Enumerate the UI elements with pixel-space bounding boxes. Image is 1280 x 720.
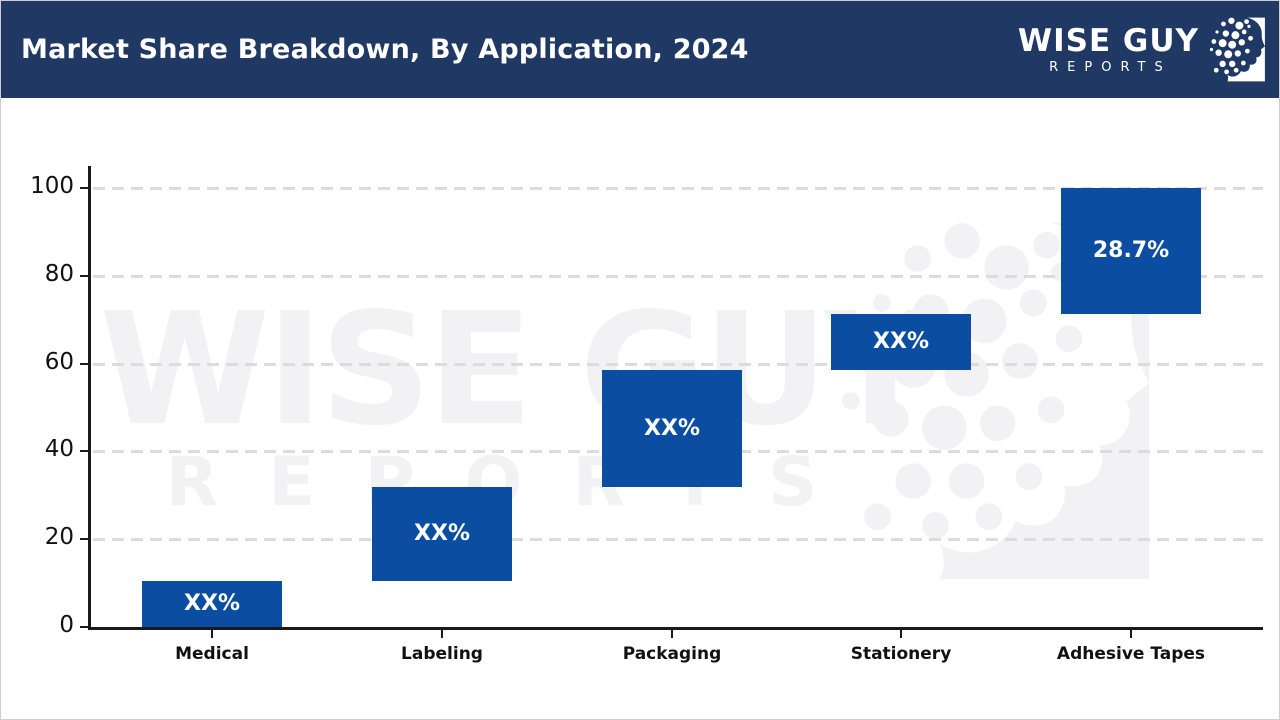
x-tick-labeling	[441, 630, 443, 638]
brand-wordmark: WISE GUY REPORTS	[1017, 22, 1199, 75]
bar-value-label-stationery: XX%	[873, 329, 929, 355]
y-tick-100	[80, 187, 88, 189]
header-bar: Market Share Breakdown, By Application, …	[1, 1, 1279, 98]
bar-stationery: XX%	[831, 313, 971, 370]
watermark-brand-line1: WISE GUY	[99, 279, 936, 460]
brand-subname: REPORTS	[1049, 59, 1172, 75]
y-tick-60	[80, 362, 88, 365]
gridline-20	[93, 538, 1263, 542]
bar-adhesive-tapes: 28.7%	[1061, 188, 1201, 314]
x-category-label-stationery: Stationery	[850, 644, 952, 664]
x-category-label-medical: Medical	[175, 644, 249, 664]
y-tick-label-0: 0	[59, 612, 74, 638]
x-tick-adhesive-tapes	[1130, 630, 1132, 638]
y-tick-80	[80, 274, 88, 277]
gridline-80	[93, 274, 1263, 278]
bar-packaging: XX%	[602, 369, 742, 487]
bar-value-label-packaging: XX%	[644, 415, 700, 441]
y-tick-40	[80, 450, 88, 453]
brand-name: WISE GUY	[1017, 22, 1199, 59]
x-tick-medical	[211, 630, 213, 638]
page-title: Market Share Breakdown, By Application, …	[21, 34, 749, 65]
x-tick-stationery	[900, 630, 902, 638]
bar-medical: XX%	[142, 580, 282, 627]
y-tick-label-100: 100	[30, 173, 74, 199]
y-tick-label-20: 20	[44, 524, 74, 551]
x-category-label-packaging: Packaging	[622, 644, 722, 664]
y-tick-20	[80, 538, 88, 541]
y-axis-line	[88, 166, 91, 630]
y-tick-0	[80, 626, 88, 628]
bar-value-label-adhesive-tapes: 28.7%	[1092, 238, 1170, 264]
gridline-100	[93, 187, 1263, 190]
bar-labeling: XX%	[372, 486, 512, 581]
x-tick-packaging	[671, 630, 673, 638]
x-category-label-adhesive-tapes: Adhesive Tapes	[1056, 644, 1206, 664]
brand-head-icon	[1209, 17, 1265, 82]
brand-logo: WISE GUY REPORTS	[1018, 16, 1265, 83]
x-axis-line	[88, 627, 1263, 630]
y-tick-label-60: 60	[44, 348, 74, 375]
watermark-brand-line2: REPORTS	[166, 443, 868, 522]
x-category-label-labeling: Labeling	[401, 644, 483, 664]
bar-value-label-medical: XX%	[184, 591, 240, 617]
y-tick-label-80: 80	[44, 260, 74, 287]
bar-value-label-labeling: XX%	[414, 521, 470, 547]
gridline-60	[93, 362, 1263, 366]
y-tick-label-40: 40	[44, 436, 74, 463]
